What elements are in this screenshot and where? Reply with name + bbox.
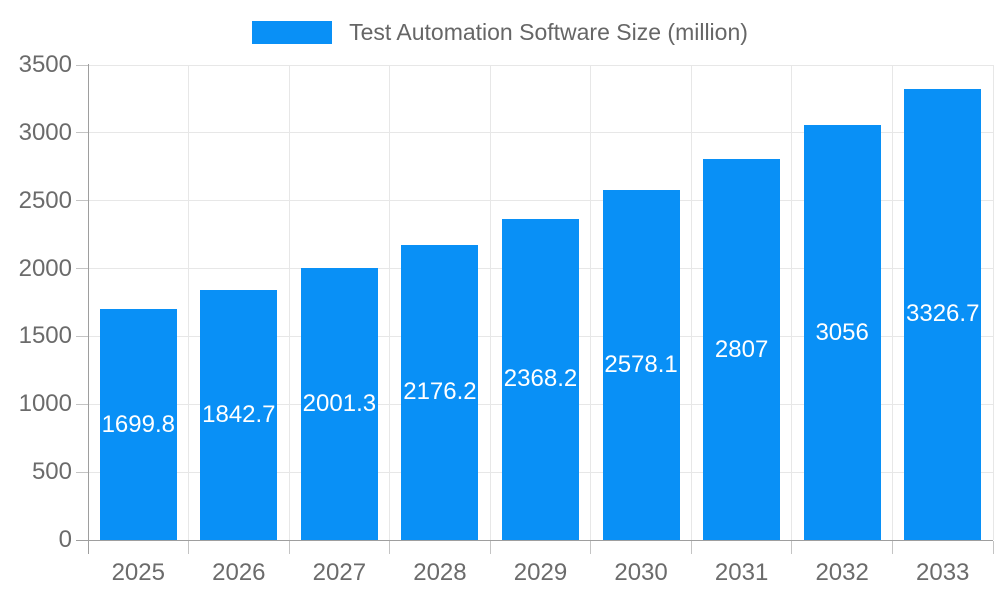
y-axis-tick-label: 1500 (18, 322, 72, 350)
x-tick-mark (389, 541, 391, 554)
x-axis-tick-label: 2030 (614, 559, 668, 586)
bar-2027: 2001.3 (300, 268, 378, 540)
x-axis-tick-label: 2033 (916, 559, 970, 586)
bar-2026: 1842.7 (200, 289, 278, 540)
bar-value-label: 2807 (714, 335, 769, 363)
y-gridline (88, 132, 993, 134)
bar-value-label: 1842.7 (202, 400, 276, 428)
y-axis-tick-label: 0 (58, 526, 72, 553)
x-tick-mark (992, 541, 994, 554)
bar-value-label: 2176.2 (403, 378, 477, 406)
x-gridline (489, 65, 491, 540)
bar-2033: 3326.7 (904, 88, 982, 540)
x-axis-tick-label: 2032 (815, 559, 869, 586)
y-tick-mark (76, 268, 88, 270)
y-axis-tick-label: 500 (31, 458, 72, 486)
y-tick-mark (76, 64, 88, 66)
y-axis-tick-label: 3000 (18, 118, 72, 146)
y-tick-mark (76, 335, 88, 337)
x-axis-line (76, 539, 993, 541)
y-tick-mark (76, 200, 88, 202)
x-gridline (992, 65, 994, 540)
y-axis-tick-label: 1000 (18, 390, 72, 418)
legend-label: Test Automation Software Size (million) (349, 18, 748, 45)
bar-value-label: 2368.2 (503, 365, 578, 393)
bar-2025: 1699.8 (99, 309, 177, 540)
x-tick-mark (690, 541, 692, 554)
y-gridline (88, 200, 993, 202)
x-axis-tick-label: 2031 (714, 559, 769, 586)
bar-value-label: 2578.1 (604, 351, 678, 379)
bar-value-label: 3056 (815, 318, 869, 346)
x-tick-mark (489, 541, 491, 554)
x-axis-tick-label: 2026 (212, 559, 266, 586)
x-gridline (188, 65, 190, 540)
y-axis-tick-label: 3500 (18, 51, 72, 78)
bar-2032: 3056 (803, 125, 881, 540)
y-axis-tick-label: 2500 (18, 186, 72, 214)
bar-2028: 2176.2 (401, 244, 479, 540)
x-tick-mark (791, 541, 793, 554)
bar-2029: 2368.2 (502, 218, 579, 540)
x-gridline (690, 65, 692, 540)
x-axis-tick-label: 2025 (111, 559, 165, 586)
bar-value-label: 1699.8 (101, 410, 175, 438)
y-axis-tick-label: 2000 (18, 254, 72, 282)
bar-2031: 2807 (703, 159, 781, 540)
x-axis-tick-label: 2029 (513, 559, 568, 586)
x-axis-tick-label: 2027 (312, 559, 367, 586)
x-gridline (590, 65, 592, 540)
x-tick-mark (188, 541, 190, 554)
bar-value-label: 3326.7 (906, 300, 980, 328)
y-tick-mark (76, 471, 88, 473)
bar-2030: 2578.1 (602, 190, 680, 540)
x-tick-mark (590, 541, 592, 554)
x-gridline (288, 65, 290, 540)
y-gridline (88, 64, 993, 66)
x-tick-mark (891, 541, 893, 554)
x-gridline (791, 65, 793, 540)
y-axis-line (87, 64, 89, 554)
x-gridline (389, 65, 391, 540)
bar-value-label: 2001.3 (302, 390, 377, 418)
legend-swatch-icon (252, 20, 333, 44)
y-tick-mark (76, 132, 88, 134)
x-axis-tick-label: 2028 (413, 559, 467, 586)
y-tick-mark (76, 403, 88, 405)
legend-item[interactable]: Test Automation Software Size (million) (0, 16, 1000, 48)
x-tick-mark (288, 541, 290, 554)
x-gridline (891, 65, 893, 540)
